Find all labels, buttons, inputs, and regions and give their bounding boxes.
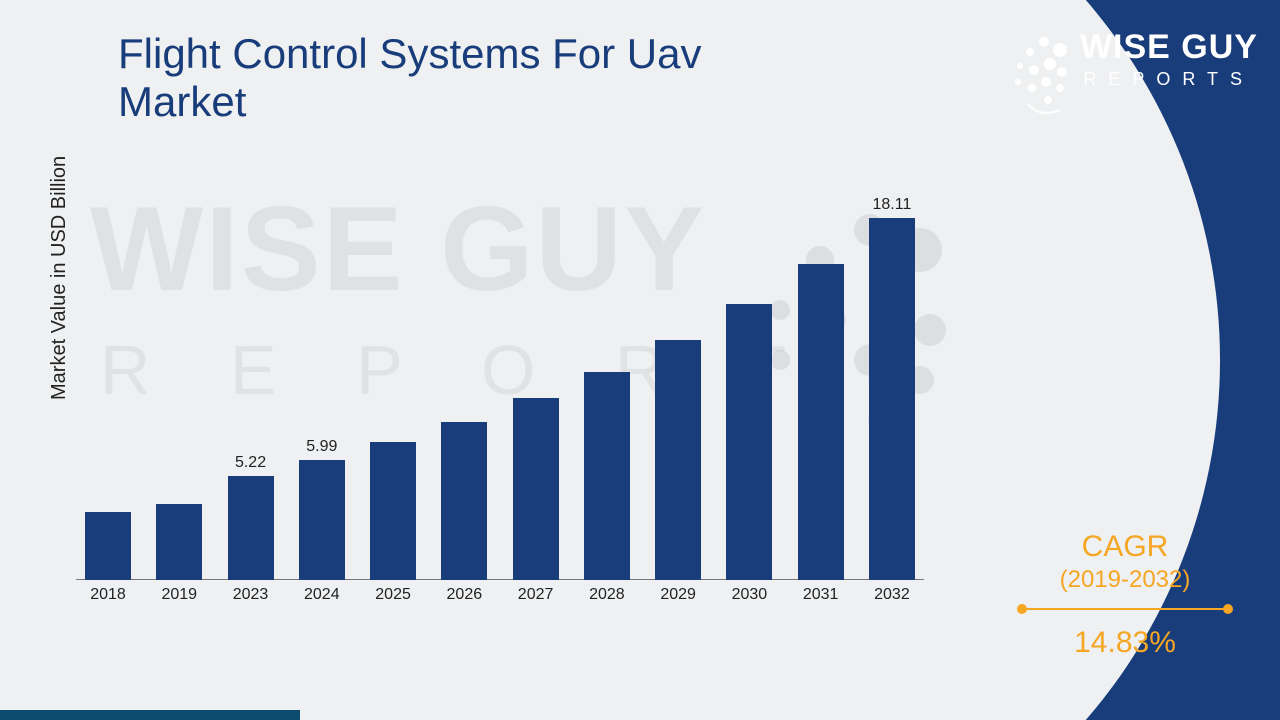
x-tick: 2031: [793, 580, 849, 620]
x-tick: 2027: [508, 580, 564, 620]
x-tick: 2025: [365, 580, 421, 620]
x-axis: 2018 2019 2023 2024 2025 2026 2027 2028 2029 2030…: [80, 580, 920, 620]
bar-wrap: [650, 340, 706, 580]
x-tick: 2026: [436, 580, 492, 620]
bar-wrap: [365, 442, 421, 580]
cagr-block: CAGR (2019-2032) 14.83%: [1000, 530, 1250, 660]
x-tick: 2032: [864, 580, 920, 620]
x-tick: 2030: [721, 580, 777, 620]
chart-title: Flight Control Systems For Uav Market: [118, 30, 838, 127]
bar-wrap: [579, 372, 635, 580]
brand-logo: WISE GUY REPORTS: [1080, 28, 1258, 90]
x-tick: 2018: [80, 580, 136, 620]
bar-wrap: [80, 512, 136, 580]
bars-container: 5.22 5.99 18.11: [80, 180, 920, 580]
x-tick: 2029: [650, 580, 706, 620]
cagr-range: (2019-2032): [1000, 566, 1250, 594]
bar-wrap: [793, 264, 849, 580]
bar: [299, 460, 345, 580]
bar-wrap: 18.11: [864, 218, 920, 580]
x-tick: 2028: [579, 580, 635, 620]
logo-line1: WISE GUY: [1080, 28, 1258, 67]
y-axis-label: Market Value in USD Billion: [48, 156, 71, 400]
bar: [228, 476, 274, 580]
cagr-label: CAGR: [1000, 530, 1250, 564]
cagr-divider: [1022, 608, 1228, 610]
cagr-value: 14.83%: [1000, 626, 1250, 660]
bar: [156, 504, 202, 580]
bar: [85, 512, 131, 580]
bar-wrap: 5.22: [223, 476, 279, 580]
bar-value-label: 5.99: [306, 438, 337, 456]
report-graphic: Flight Control Systems For Uav Market WI…: [0, 0, 1280, 720]
bottom-accent-bar: [0, 710, 300, 720]
bar-chart: 5.225.9918.11 20182019202320242025202620…: [80, 180, 920, 620]
bar-wrap: [721, 304, 777, 580]
bar: [869, 218, 915, 580]
bar-wrap: [508, 398, 564, 580]
bar: [655, 340, 701, 580]
bar-value-label: 18.11: [872, 196, 911, 214]
bar: [370, 442, 416, 580]
bar: [584, 372, 630, 580]
x-tick: 2023: [223, 580, 279, 620]
x-tick: 2019: [151, 580, 207, 620]
bar-wrap: [436, 422, 492, 580]
bar-value-label: 5.22: [235, 454, 266, 472]
bar: [798, 264, 844, 580]
bar: [513, 398, 559, 580]
head-icon: [1000, 30, 1080, 120]
bar-wrap: [151, 504, 207, 580]
bar-wrap: 5.99: [294, 460, 350, 580]
x-tick: 2024: [294, 580, 350, 620]
bar: [441, 422, 487, 580]
bar: [726, 304, 772, 580]
logo-line2: REPORTS: [1080, 69, 1254, 90]
